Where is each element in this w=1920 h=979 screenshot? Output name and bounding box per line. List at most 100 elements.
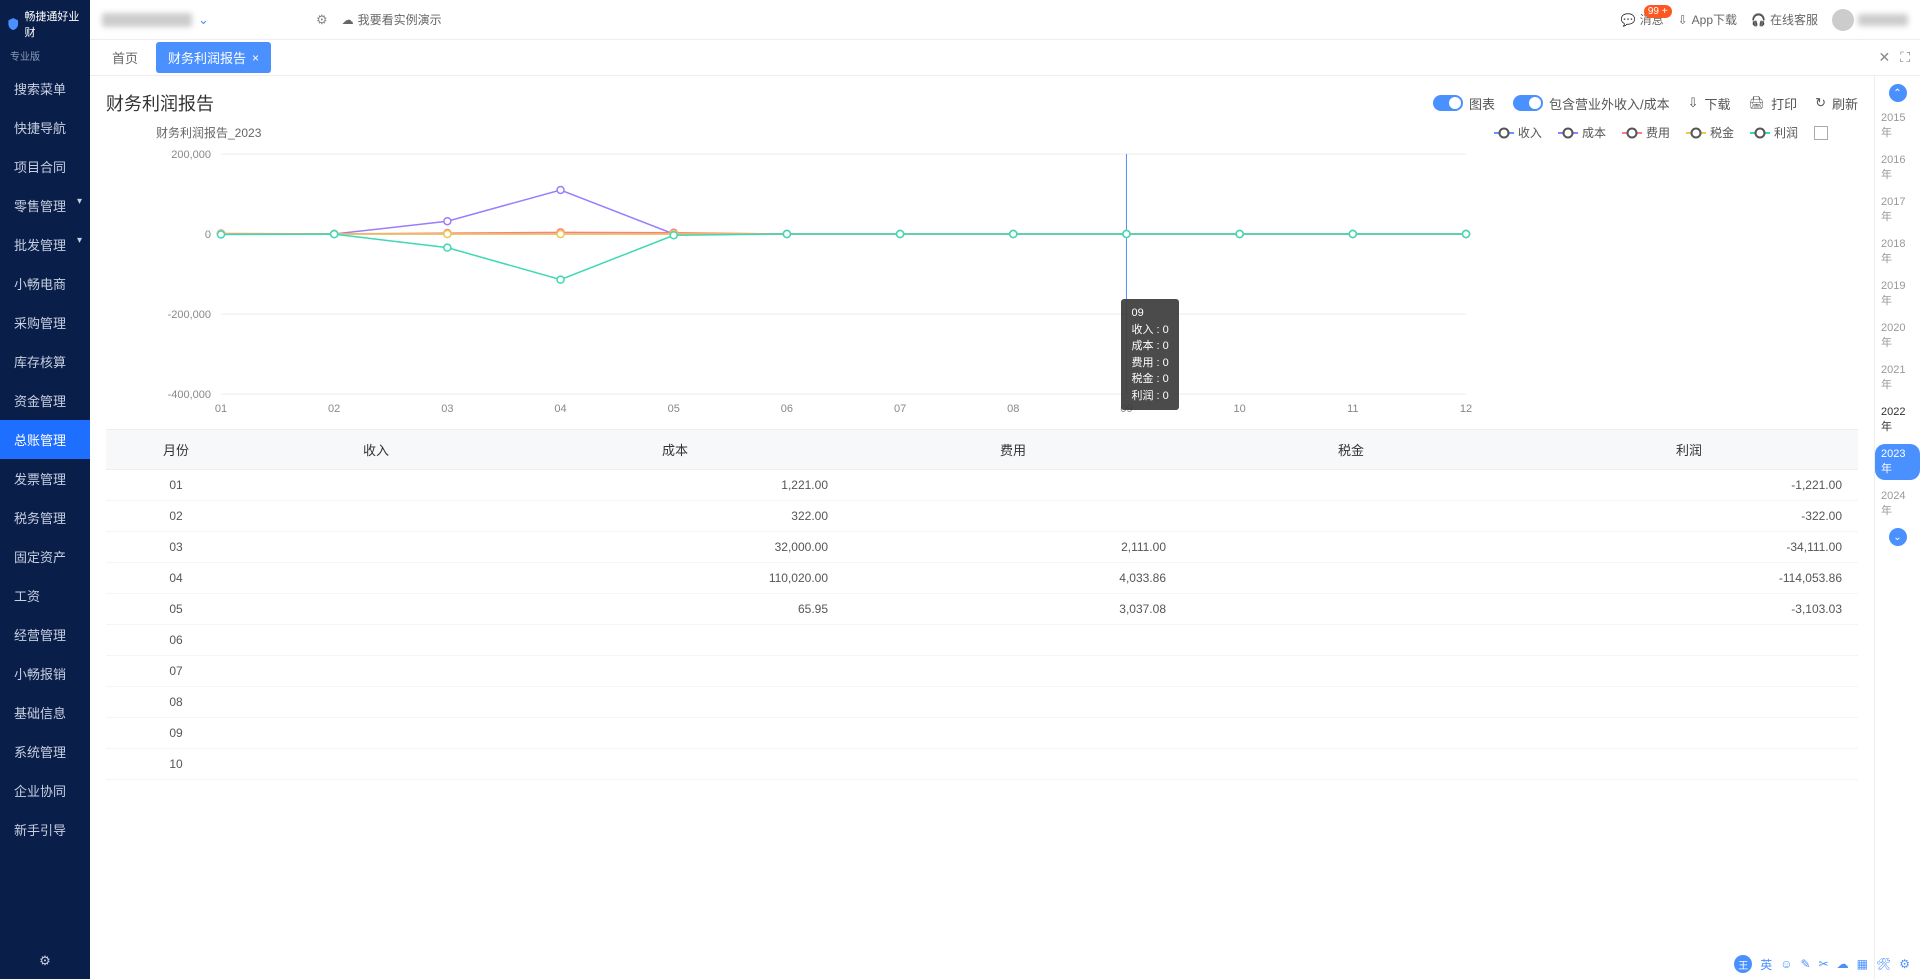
fullscreen-icon[interactable]: ⛶	[1900, 49, 1910, 66]
table-row: 06	[106, 625, 1858, 656]
brand-logo: 畅捷通好业财	[0, 0, 90, 48]
table-row: 10	[106, 749, 1858, 780]
column-header: 费用	[844, 430, 1182, 470]
close-all-tabs-icon[interactable]: ✕	[1878, 49, 1890, 66]
sidebar-item[interactable]: 项目合同	[0, 147, 90, 186]
year-item[interactable]: 2018年	[1875, 234, 1920, 270]
ime-brand-icon[interactable]: 王	[1734, 955, 1752, 973]
user-menu[interactable]	[1832, 9, 1908, 31]
sidebar-item[interactable]: 总账管理	[0, 420, 90, 459]
profit-chart[interactable]: 财务利润报告_2023 收入成本费用税金利润 -400,000-200,0000…	[106, 124, 1858, 429]
download-button[interactable]: ⇩下载	[1688, 94, 1731, 113]
column-header: 税金	[1182, 430, 1520, 470]
sidebar-item[interactable]: 基础信息	[0, 693, 90, 732]
sidebar-item[interactable]: 采购管理	[0, 303, 90, 342]
data-table-wrap: 月份收入成本费用税金利润 011,221.00-1,221.0002322.00…	[106, 429, 1858, 965]
ime-icon[interactable]: ✎	[1801, 957, 1811, 971]
gear-icon[interactable]: ⚙	[316, 12, 328, 28]
svg-text:06: 06	[781, 403, 793, 415]
sidebar-item[interactable]: 工资	[0, 576, 90, 615]
sidebar-item[interactable]: 发票管理	[0, 459, 90, 498]
tab[interactable]: 首页	[100, 42, 150, 73]
year-rail: ⌃ 2015年 2016年 2017年 2018年 2019年 2020年 2021年 202…	[1874, 76, 1920, 979]
refresh-icon: ↻	[1815, 95, 1826, 111]
table-row: 011,221.00-1,221.00	[106, 470, 1858, 501]
ime-icon[interactable]: ✂	[1819, 957, 1829, 971]
sidebar-item[interactable]: 系统管理	[0, 732, 90, 771]
org-selector[interactable]: ⌄	[102, 12, 302, 28]
refresh-button[interactable]: ↻刷新	[1815, 94, 1858, 113]
year-item[interactable]: 2023年	[1875, 444, 1920, 480]
brand-name: 畅捷通好业财	[24, 8, 84, 40]
year-item[interactable]: 2022年	[1875, 402, 1920, 438]
demo-link[interactable]: ☁ 我要看实例演示	[342, 11, 442, 28]
sidebar-item[interactable]: 批发管理▾	[0, 225, 90, 264]
year-item[interactable]: 2016年	[1875, 150, 1920, 186]
legend-item[interactable]: 费用	[1622, 124, 1670, 141]
tab[interactable]: 财务利润报告×	[156, 42, 271, 73]
sidebar-item[interactable]: 经营管理	[0, 615, 90, 654]
svg-text:05: 05	[668, 403, 680, 415]
sidebar-item[interactable]: 小畅报销	[0, 654, 90, 693]
legend-item[interactable]: 税金	[1686, 124, 1734, 141]
svg-text:-200,000: -200,000	[168, 309, 211, 321]
sidebar: 畅捷通好业财 专业版 搜索菜单快捷导航项目合同零售管理▾批发管理▾小畅电商采购管…	[0, 0, 90, 979]
year-down-icon[interactable]: ⌄	[1889, 528, 1907, 546]
chat-icon: 💬	[1621, 13, 1636, 27]
sidebar-item[interactable]: 快捷导航	[0, 108, 90, 147]
toggle-external-income[interactable]: 包含营业外收入/成本	[1513, 94, 1670, 113]
chevron-down-icon: ⌄	[198, 12, 209, 28]
data-table: 月份收入成本费用税金利润 011,221.00-1,221.0002322.00…	[106, 430, 1858, 780]
chart-tooltip: 09收入 : 0成本 : 0费用 : 0税金 : 0利润 : 0	[1121, 299, 1178, 410]
settings-gear-icon[interactable]: ⚙	[0, 943, 90, 979]
sidebar-item[interactable]: 搜索菜单	[0, 69, 90, 108]
ime-icon[interactable]: ⚙	[1899, 957, 1910, 971]
messages-button[interactable]: 💬 消息 99 +	[1621, 11, 1664, 28]
column-header: 收入	[246, 430, 506, 470]
year-item[interactable]: 2024年	[1875, 486, 1920, 522]
year-item[interactable]: 2021年	[1875, 360, 1920, 396]
legend-item[interactable]: 收入	[1494, 124, 1542, 141]
sidebar-item[interactable]: 资金管理	[0, 381, 90, 420]
page-title: 财务利润报告	[106, 90, 214, 116]
toggle-chart[interactable]: 图表	[1433, 94, 1495, 113]
app-download-button[interactable]: ⇩ App下载	[1678, 11, 1737, 28]
year-item[interactable]: 2015年	[1875, 108, 1920, 144]
brand-edition: 专业版	[0, 48, 90, 69]
year-item[interactable]: 2017年	[1875, 192, 1920, 228]
msg-badge: 99 +	[1644, 5, 1672, 18]
sidebar-item[interactable]: 新手引导	[0, 810, 90, 849]
toggle-switch[interactable]	[1433, 95, 1463, 111]
column-header: 月份	[106, 430, 246, 470]
online-service-button[interactable]: 🎧 在线客服	[1751, 11, 1818, 28]
sidebar-item[interactable]: 库存核算	[0, 342, 90, 381]
legend-item[interactable]: 成本	[1558, 124, 1606, 141]
ime-lang[interactable]: 英	[1760, 956, 1772, 973]
ime-icon[interactable]: 🛠	[1876, 957, 1891, 971]
header-bar: ⌄ ⚙ ☁ 我要看实例演示 💬 消息 99 + ⇩ App下载 🎧 在线客服	[90, 0, 1920, 40]
ime-icon[interactable]: ▦	[1857, 957, 1868, 971]
sidebar-item[interactable]: 零售管理▾	[0, 186, 90, 225]
toggle-switch[interactable]	[1513, 95, 1543, 111]
sidebar-item[interactable]: 企业协同	[0, 771, 90, 810]
svg-text:02: 02	[328, 403, 340, 415]
ime-icon[interactable]: ☺	[1780, 957, 1792, 971]
svg-text:07: 07	[894, 403, 906, 415]
speech-icon: ☁	[342, 13, 354, 27]
ime-icon[interactable]: ☁	[1837, 957, 1849, 971]
svg-text:03: 03	[441, 403, 453, 415]
close-icon[interactable]: ×	[252, 51, 259, 65]
download-icon: ⇩	[1678, 13, 1688, 27]
year-item[interactable]: 2020年	[1875, 318, 1920, 354]
print-button[interactable]: 🖨打印	[1749, 94, 1798, 113]
save-chart-icon[interactable]	[1814, 126, 1828, 140]
year-item[interactable]: 2019年	[1875, 276, 1920, 312]
year-up-icon[interactable]: ⌃	[1889, 84, 1907, 102]
chevron-down-icon: ▾	[77, 196, 82, 207]
sidebar-item[interactable]: 税务管理	[0, 498, 90, 537]
chart-title: 财务利润报告_2023	[156, 124, 261, 141]
svg-text:08: 08	[1007, 403, 1019, 415]
sidebar-item[interactable]: 固定资产	[0, 537, 90, 576]
legend-item[interactable]: 利润	[1750, 124, 1798, 141]
sidebar-item[interactable]: 小畅电商	[0, 264, 90, 303]
